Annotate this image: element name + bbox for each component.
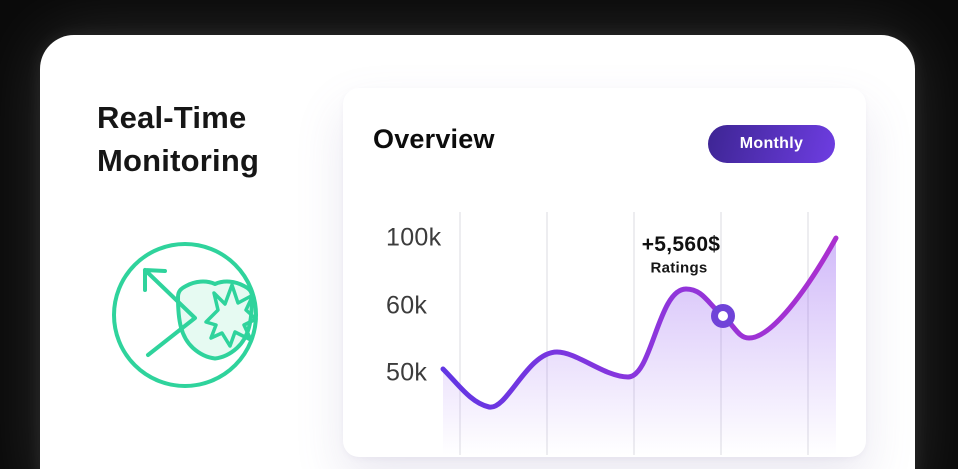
deflected-arrow	[143, 268, 197, 357]
page-title: Real-Time Monitoring	[97, 96, 259, 182]
overview-panel: Overview Monthly	[343, 88, 866, 457]
monthly-button[interactable]: Monthly	[708, 125, 835, 163]
overview-title: Overview	[373, 124, 495, 154]
chart-marker[interactable]	[711, 304, 735, 328]
page-title-line2: Monitoring	[97, 143, 260, 178]
impact-burst	[204, 283, 258, 348]
page-title-line1: Real-Time	[97, 100, 247, 135]
icon-circle	[112, 242, 258, 388]
shield-impact-icon	[112, 242, 258, 388]
